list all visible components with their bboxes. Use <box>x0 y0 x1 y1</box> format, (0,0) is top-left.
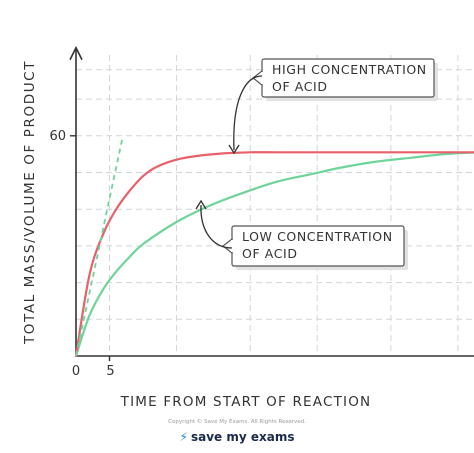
axis-labels: 60 0 5 TIME FROM START OF REACTION TOTAL MAS… <box>22 60 372 410</box>
series-line-high-concentration <box>74 151 474 358</box>
brand-logo: ⚡ save my exams <box>0 430 474 444</box>
callout-text-line: HIGH CONCENTRATION <box>272 62 427 77</box>
x-tick-label: 5 <box>106 364 114 379</box>
x-axis-label: TIME FROM START OF REACTION <box>120 394 372 410</box>
callout-high: HIGH CONCENTRATION OF ACID <box>228 58 438 155</box>
x-tick-label: 0 <box>72 364 80 379</box>
callout-text-line: OF ACID <box>272 79 328 94</box>
y-axis-arrow <box>69 45 83 61</box>
series-layer <box>74 135 474 358</box>
axes <box>69 45 474 361</box>
y-tick-label: 60 <box>49 129 66 144</box>
y-axis-label: TOTAL MASS/VOLUME OF PRODUCT <box>22 60 38 345</box>
bolt-icon: ⚡ <box>179 430 188 444</box>
brand-text: save my exams <box>190 430 295 444</box>
callout-arrow-head <box>228 144 240 155</box>
copyright-text: Copyright © Save My Exams. All Rights Re… <box>168 419 306 425</box>
series-line-low-concentration <box>74 151 474 358</box>
callout-arrow-head <box>195 199 207 210</box>
callout-text-line: LOW CONCENTRATION <box>242 229 393 244</box>
callout-pointer <box>222 237 233 255</box>
callout-arrow <box>233 75 263 151</box>
callout-text-line: OF ACID <box>242 246 298 261</box>
tangent-line <box>75 135 124 357</box>
callout-arrow <box>200 204 233 249</box>
callout-low: LOW CONCENTRATION OF ACID <box>195 199 408 270</box>
